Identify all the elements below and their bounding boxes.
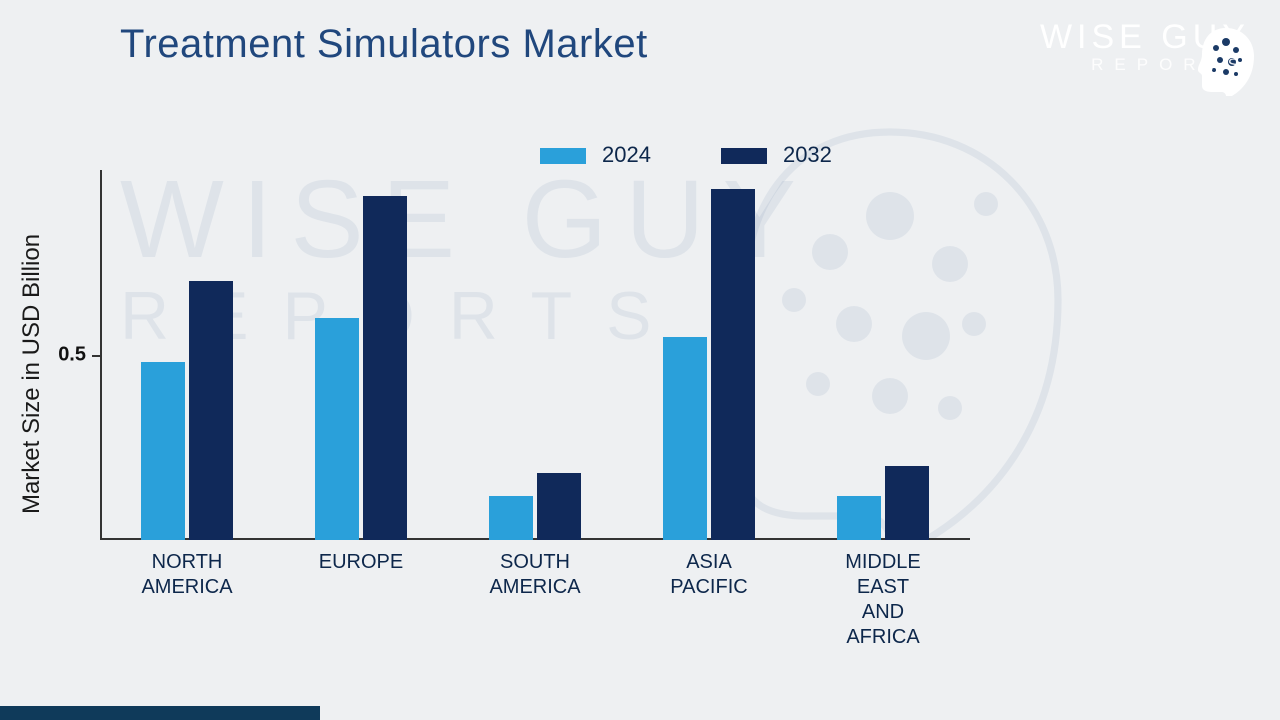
bar-groups	[100, 170, 970, 540]
legend-swatch-a	[540, 148, 586, 164]
bar-group	[100, 170, 274, 540]
bar-group	[796, 170, 970, 540]
legend-swatch-b	[721, 148, 767, 164]
chart-plot: 0.5	[100, 170, 970, 540]
x-axis-labels: NORTHAMERICAEUROPESOUTHAMERICAASIAPACIFI…	[100, 550, 970, 650]
legend-item-2032: 2032	[721, 142, 832, 168]
bar-series-b	[189, 281, 233, 540]
chart-title: Treatment Simulators Market	[120, 22, 648, 67]
legend: 2024 2032	[540, 142, 832, 168]
bar-group	[274, 170, 448, 540]
bar-series-a	[663, 337, 707, 541]
stage: Treatment Simulators Market WISE GUY REP…	[0, 0, 1280, 720]
bar-series-a	[315, 318, 359, 540]
bar-series-b	[711, 189, 755, 541]
bar-series-b	[363, 196, 407, 540]
bar-series-a	[489, 496, 533, 540]
brand-line2: REPORTS	[1040, 56, 1250, 73]
legend-label-a: 2024	[602, 142, 651, 167]
bar-series-a	[837, 496, 881, 540]
bar-series-b	[537, 473, 581, 540]
y-tick	[92, 355, 100, 357]
y-axis-label: Market Size in USD Billion	[18, 234, 46, 514]
bar-series-a	[141, 362, 185, 540]
legend-label-b: 2032	[783, 142, 832, 167]
legend-item-2024: 2024	[540, 142, 651, 168]
x-category-label: NORTHAMERICA	[100, 550, 274, 650]
bar-group	[622, 170, 796, 540]
x-category-label: EUROPE	[274, 550, 448, 650]
x-category-label: ASIAPACIFIC	[622, 550, 796, 650]
brand-logo: WISE GUY REPORTS	[1040, 20, 1250, 73]
footer-accent-bar	[0, 706, 320, 720]
bar-series-b	[885, 466, 929, 540]
x-category-label: MIDDLEEASTANDAFRICA	[796, 550, 970, 650]
x-category-label: SOUTHAMERICA	[448, 550, 622, 650]
y-tick-label: 0.5	[58, 344, 86, 367]
bar-group	[448, 170, 622, 540]
